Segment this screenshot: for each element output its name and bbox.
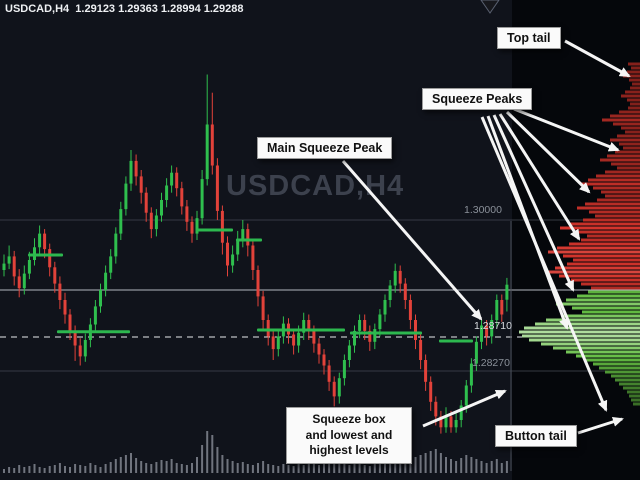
annotation-arrow	[498, 113, 581, 241]
annotation-top-tail[interactable]: Top tail	[497, 27, 561, 49]
annotation-arrows-layer	[341, 39, 631, 435]
annotation-button-tail[interactable]: Button tail	[495, 425, 577, 447]
volume-layer	[3, 431, 508, 473]
annotation-main-squeeze-peak[interactable]: Main Squeeze Peak	[257, 137, 393, 159]
annotation-arrow	[577, 416, 624, 435]
annotation-arrow	[513, 107, 620, 152]
price-level-label: 1.30000	[464, 204, 502, 216]
chart-shift-marker-icon	[480, 0, 500, 14]
price-level-label: 1.28710	[474, 320, 512, 332]
annotation-arrow	[505, 110, 591, 194]
annotation-arrow	[564, 39, 631, 78]
volume-profile-layer	[519, 62, 640, 406]
candles-layer	[2, 74, 509, 434]
annotation-squeeze-box-line2: and lowest and	[305, 427, 393, 442]
annotation-arrow	[480, 116, 608, 412]
squeeze-segments-layer	[28, 228, 473, 343]
annotation-arrow	[341, 160, 483, 321]
annotation-squeeze-box-line1: Squeeze box	[312, 412, 386, 426]
annotation-squeeze-box[interactable]: Squeeze box and lowest and highest level…	[286, 407, 412, 464]
annotation-squeeze-peaks[interactable]: Squeeze Peaks	[422, 88, 533, 110]
annotation-arrow	[492, 114, 575, 292]
price-level-label: 1.28270	[472, 357, 510, 369]
symbol-ohlc-title: USDCAD,H4 1.29123 1.29363 1.28994 1.2928…	[5, 3, 244, 15]
annotation-squeeze-box-line3: highest levels	[309, 443, 389, 458]
annotation-arrow	[422, 389, 507, 428]
